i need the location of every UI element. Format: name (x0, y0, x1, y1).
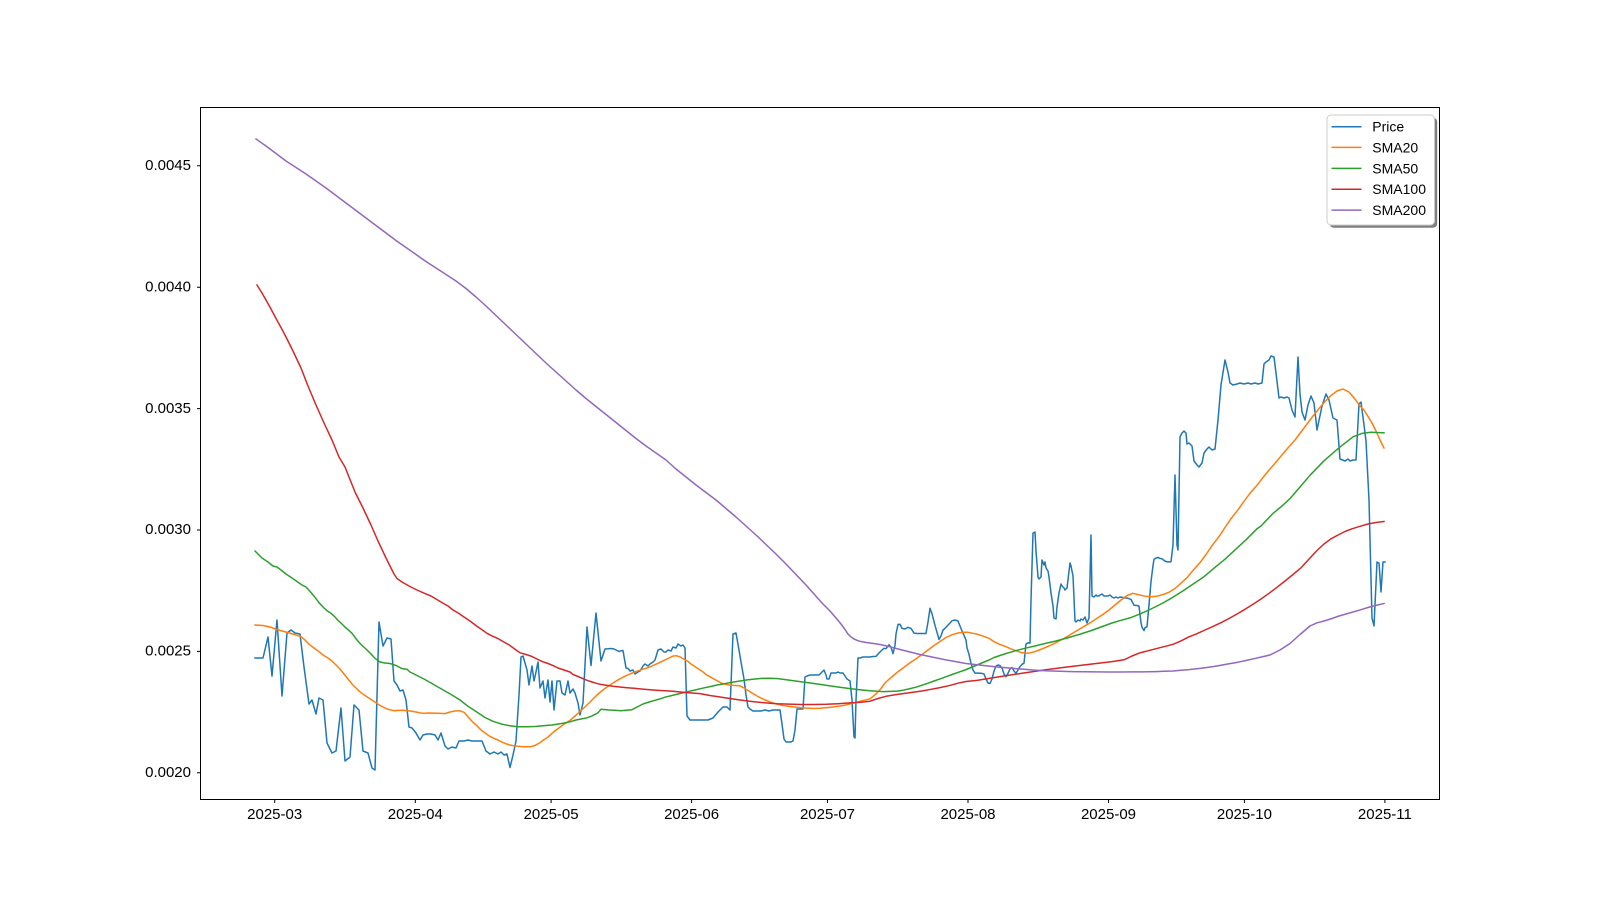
svg-text:2025-11: 2025-11 (1358, 806, 1412, 823)
svg-text:0.0030: 0.0030 (145, 521, 191, 538)
svg-text:2025-10: 2025-10 (1217, 806, 1272, 823)
svg-text:2025-04: 2025-04 (388, 806, 443, 823)
svg-text:Price: Price (1372, 119, 1404, 135)
svg-text:0.0035: 0.0035 (145, 400, 191, 417)
svg-text:2025-03: 2025-03 (247, 806, 302, 823)
svg-text:2025-06: 2025-06 (664, 806, 719, 823)
svg-text:2025-08: 2025-08 (940, 806, 995, 823)
svg-text:SMA50: SMA50 (1372, 160, 1418, 176)
svg-text:2025-05: 2025-05 (524, 806, 579, 823)
svg-text:0.0040: 0.0040 (145, 278, 191, 295)
svg-text:2025-07: 2025-07 (800, 806, 855, 823)
svg-text:SMA20: SMA20 (1372, 139, 1418, 155)
svg-text:SMA200: SMA200 (1372, 202, 1426, 218)
svg-text:0.0020: 0.0020 (145, 764, 191, 781)
svg-text:2025-09: 2025-09 (1081, 806, 1136, 823)
svg-text:SMA100: SMA100 (1372, 181, 1426, 197)
svg-text:0.0045: 0.0045 (145, 157, 191, 174)
svg-text:0.0025: 0.0025 (145, 643, 191, 660)
